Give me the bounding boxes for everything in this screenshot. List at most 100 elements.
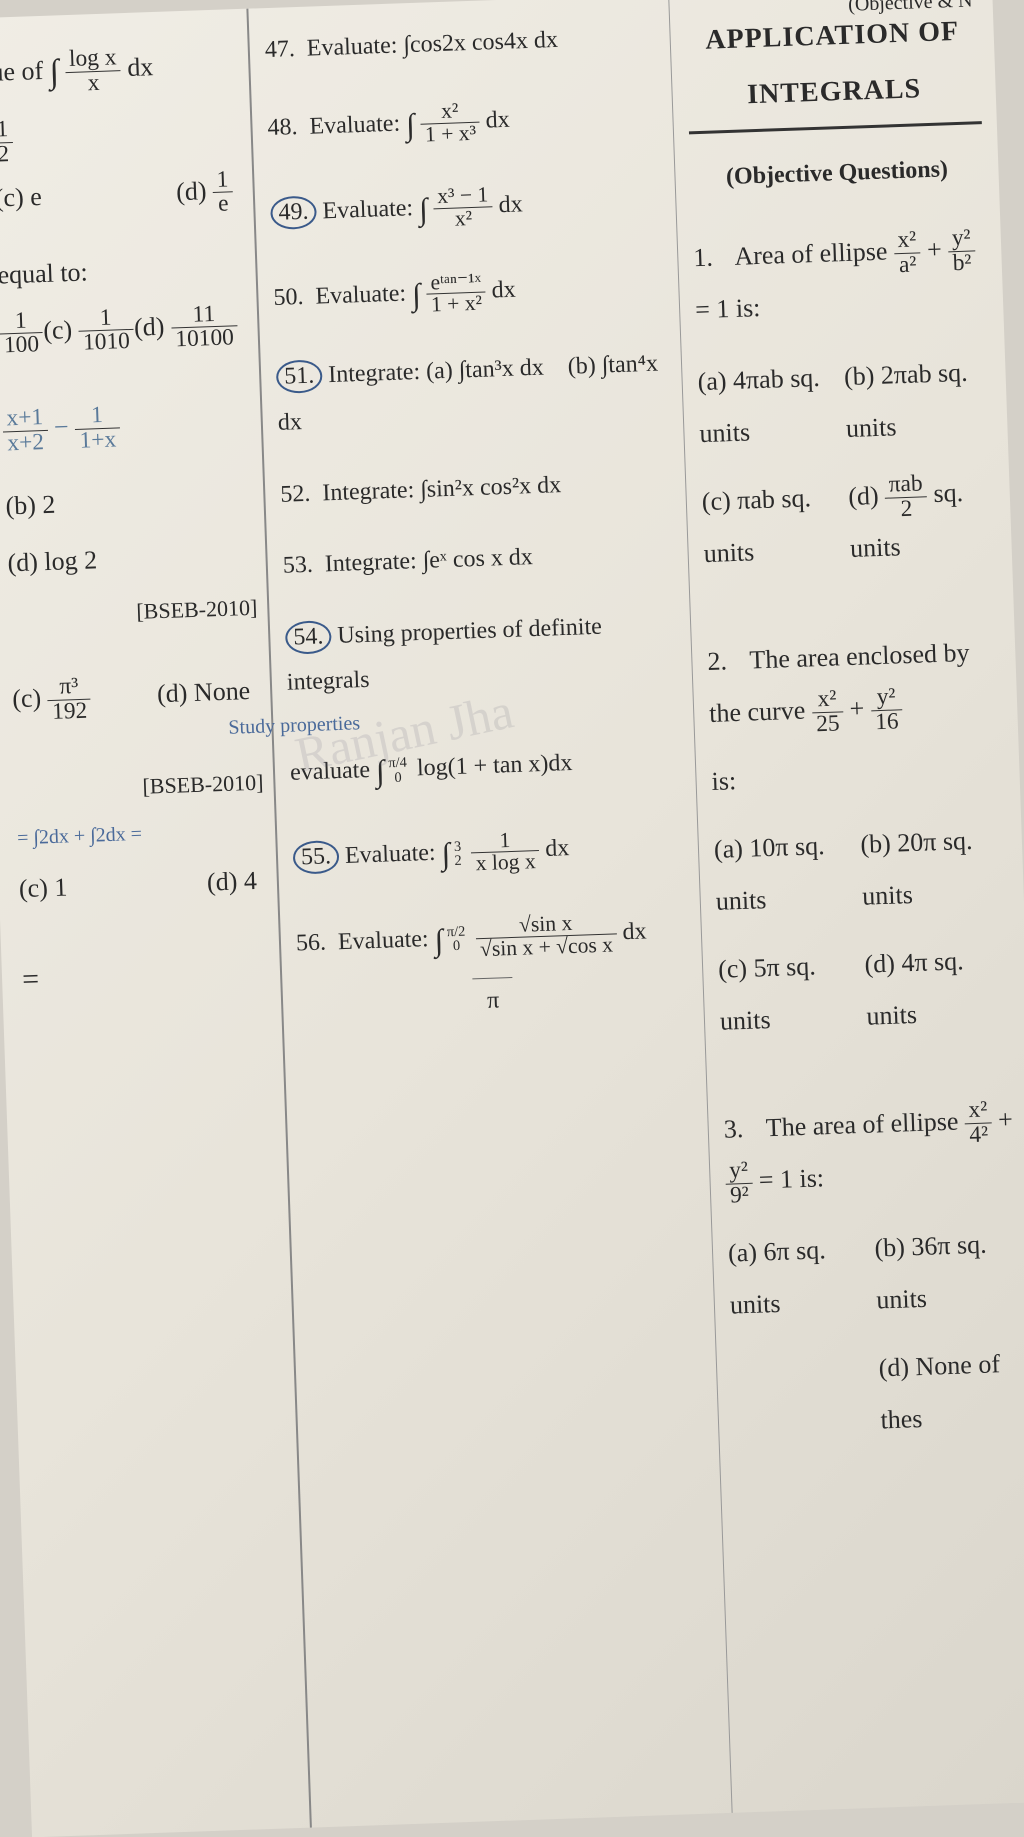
- rq3-eq-end: = 1 is:: [758, 1163, 824, 1194]
- q50-text: Evaluate:: [315, 281, 406, 310]
- q55-frac: 1 x log x: [471, 829, 540, 876]
- q55-text: Evaluate:: [345, 840, 436, 869]
- q50: 50. Evaluate: ∫ eᵗᵃⁿ⁻¹ˣ 1 + x² dx: [273, 257, 665, 330]
- rq2-b: (b) 20π sq. units: [860, 814, 1010, 923]
- q56-frac: √sin x √sin x + √cos x: [475, 911, 618, 960]
- q54-text: Using properties of definite integrals: [286, 614, 602, 697]
- option-row-5: (c) 1 (d) 4: [18, 851, 268, 917]
- q56-text: Evaluate:: [338, 926, 429, 955]
- q49-text: Evaluate:: [322, 195, 413, 224]
- rq2-options: (a) 10π sq. units (b) 20π sq. units (c) …: [713, 814, 1014, 1064]
- text-ueof: ue of: [0, 56, 44, 87]
- rq2-d: (d) 4π sq. units: [864, 934, 1014, 1043]
- opt-c-e: (c) e: [0, 168, 43, 227]
- option-row-3: (b) 2: [5, 469, 255, 535]
- rq3-a: (a) 6π sq. units: [727, 1223, 877, 1332]
- q48-dx: dx: [485, 106, 510, 133]
- q52: 52. Integrate: ∫sin²x cos²x dx: [280, 459, 671, 518]
- q52-num: 52.: [280, 471, 318, 518]
- q54-num: 54.: [285, 620, 332, 654]
- rq1-frac-b: y²b²: [947, 227, 975, 276]
- left-ueof: ue of ∫ log xx dx: [0, 29, 240, 112]
- bseb-tag-1: [BSEB-2010]: [9, 583, 259, 640]
- opt-c-1010: (c) 11010: [42, 299, 134, 359]
- rq1-d: (d) πab2 sq. units: [847, 466, 997, 575]
- q54-func: log(1 + tan x)dx: [417, 750, 573, 781]
- q56-lims: π/20: [443, 924, 470, 954]
- option-row-4: (c) π³192 (d) None: [11, 662, 261, 728]
- rq1-num: 1.: [692, 231, 730, 284]
- q51-text: Integrate: (a) ∫tan³x dx: [328, 355, 544, 389]
- rq3-options: (a) 6π sq. units (b) 36π sq. units (d) N…: [727, 1217, 1024, 1467]
- integral-icon: ∫: [418, 191, 428, 226]
- rq1-options: (a) 4πab sq. units (b) 2πab sq. units (c…: [697, 346, 998, 596]
- opt-1-100: 1100: [0, 302, 44, 361]
- equals-bottom: =: [21, 938, 271, 1013]
- q54-eval-row: evaluate ∫π/40 log(1 + tan x)dx: [289, 731, 681, 804]
- option-row-3b: (d) log 2: [7, 526, 257, 592]
- q50-num: 50.: [273, 275, 311, 322]
- rq2-is: is:: [711, 746, 1006, 808]
- rq1-a: (a) 4πab sq. units: [697, 351, 847, 460]
- q56-under: π: [472, 977, 514, 1025]
- option-row-2: 1100 (c) 11010 (d) 1110100: [0, 295, 248, 361]
- q49-frac: x³ − 1 x²: [433, 185, 494, 231]
- option-row-1: (c) e (d) 1e: [0, 161, 244, 227]
- integral-icon: ∫: [411, 277, 421, 312]
- q56-dx: dx: [622, 918, 647, 945]
- q55: 55. Evaluate: ∫32 1 x log x dx: [292, 816, 684, 889]
- q47-text: Evaluate: ∫cos2x cos4x dx: [306, 27, 558, 62]
- rq2: 2. The area enclosed by the curve x²25 +…: [707, 626, 1015, 1064]
- rq3-d: (d) None of thes: [878, 1337, 1024, 1446]
- chapter-header: APPLICATION OF INTEGRALS: [685, 3, 982, 134]
- q47: 47. Evaluate: ∫cos2x cos4x dx: [264, 15, 655, 74]
- integral-icon: ∫: [406, 107, 416, 142]
- rq2-frac-a: x²25: [811, 687, 844, 736]
- opt-d-10100: (d) 1110100: [133, 295, 238, 356]
- opt-d-1e: (d) 1e: [175, 161, 233, 220]
- q55-lims: 32: [450, 839, 466, 868]
- q49: 49. Evaluate: ∫ x³ − 1 x² dx: [270, 171, 662, 244]
- rq3-text: The area of ellipse: [765, 1107, 959, 1143]
- q51-num: 51.: [276, 360, 323, 394]
- q50-frac: eᵗᵃⁿ⁻¹ˣ 1 + x²: [426, 270, 487, 316]
- q53: 53. Integrate: ∫eˣ cos x dx: [282, 530, 673, 589]
- rq2-num: 2.: [707, 635, 745, 688]
- middle-column: 47. Evaluate: ∫cos2x cos4x dx 48. Evalua…: [248, 0, 731, 1828]
- opt-c-pi192: (c) π³192: [11, 668, 91, 728]
- rq1-text: Area of ellipse: [734, 237, 888, 271]
- q53-num: 53.: [282, 543, 320, 590]
- right-column: APPLICATION OF INTEGRALS (Objective Ques…: [668, 0, 1024, 1813]
- rq1: 1. Area of ellipse x²a² + y²b² = 1 is: (…: [692, 222, 998, 596]
- rq2-c: (c) 5π sq. units: [717, 939, 867, 1048]
- opt-d-log2: (d) log 2: [7, 532, 98, 592]
- q49-dx: dx: [498, 191, 523, 218]
- q52-text: Integrate: ∫sin²x cos²x dx: [322, 472, 562, 506]
- one-half: 12: [0, 118, 13, 166]
- rq1-c: (c) πab sq. units: [701, 471, 851, 580]
- fraction: log xx: [65, 46, 122, 96]
- q54: 54. Using properties of definite integra…: [285, 602, 681, 804]
- q48-text: Evaluate:: [309, 110, 400, 139]
- q56: 56. Evaluate: ∫π/20 √sin x √sin x + √cos…: [295, 902, 689, 1031]
- rq2-frac-b: y²16: [870, 685, 903, 734]
- rq1-frac-a: x²a²: [893, 228, 921, 277]
- opt-c-1: (c) 1: [18, 858, 68, 917]
- opt-d-4: (d) 4: [206, 852, 258, 911]
- q47-num: 47.: [264, 27, 302, 74]
- bseb-tag-2: [BSEB-2010]: [15, 759, 265, 816]
- q48: 48. Evaluate: ∫ x² 1 + x³ dx: [267, 86, 659, 159]
- page: (Objective & N Ranjan Jha ue of ∫ log xx…: [0, 0, 1024, 1837]
- q54-eval: evaluate: [290, 757, 371, 786]
- margin-frac: x+1x+2 − 11+x: [2, 392, 252, 458]
- q48-num: 48.: [267, 105, 305, 152]
- q55-num: 55.: [292, 840, 339, 874]
- rq1-eq-end: = 1 is:: [695, 293, 761, 324]
- rq3-b: (b) 36π sq. units: [874, 1217, 1024, 1326]
- q49-num: 49.: [270, 195, 317, 229]
- rq3-frac-a: x²4²: [964, 1099, 992, 1148]
- opt-b-2: (b) 2: [5, 476, 57, 535]
- q55-dx: dx: [545, 835, 570, 862]
- rq3-num: 3.: [723, 1103, 761, 1156]
- integral-icon: ∫: [49, 53, 60, 90]
